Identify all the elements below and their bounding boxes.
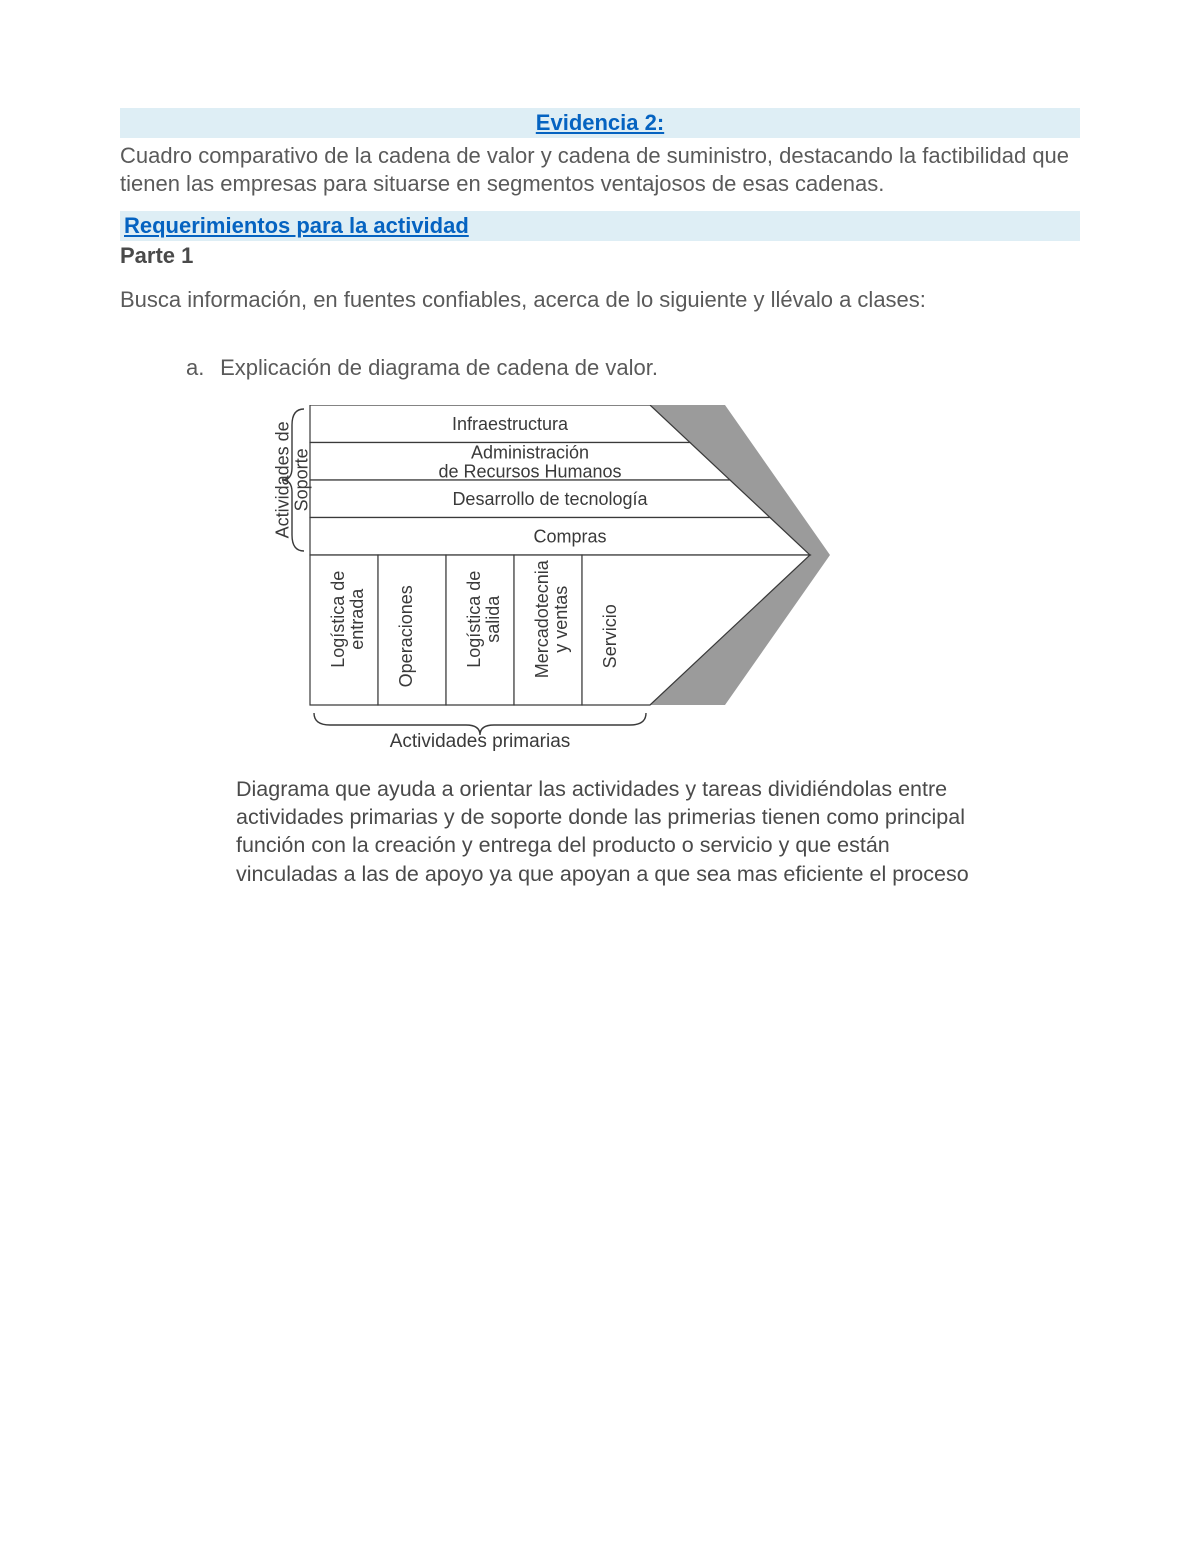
- value-chain-svg: InfraestructuraAdministraciónde Recursos…: [270, 405, 830, 745]
- svg-text:Desarrollo de tecnología: Desarrollo de tecnología: [452, 489, 648, 509]
- title-band: Evidencia 2:: [120, 108, 1080, 138]
- requirements-label: Requerimientos para la actividad: [124, 213, 469, 238]
- list-item-a: a. Explicación de diagrama de cadena de …: [186, 355, 1080, 381]
- list-item-a-text: Explicación de diagrama de cadena de val…: [220, 355, 658, 380]
- support-activities-label-text: Actividades deSoporte: [274, 421, 312, 538]
- intro-paragraph: Cuadro comparativo de la cadena de valor…: [120, 142, 1080, 197]
- diagram-explanation: Diagrama que ayuda a orientar las activi…: [236, 775, 986, 889]
- list-marker: a.: [186, 355, 214, 381]
- svg-text:Servicio: Servicio: [600, 604, 620, 668]
- page: Evidencia 2: Cuadro comparativo de la ca…: [0, 0, 1200, 1553]
- svg-text:Compras: Compras: [533, 526, 606, 546]
- page-title: Evidencia 2:: [536, 110, 664, 135]
- svg-text:Infraestructura: Infraestructura: [452, 414, 569, 434]
- part-heading: Parte 1: [120, 243, 1080, 269]
- support-activities-label: Actividades deSoporte: [234, 405, 351, 555]
- requirements-band: Requerimientos para la actividad: [120, 211, 1080, 241]
- value-chain-diagram: Actividades deSoporte InfraestructuraAdm…: [270, 405, 830, 745]
- svg-text:Operaciones: Operaciones: [396, 585, 416, 687]
- prompt-paragraph: Busca información, en fuentes confiables…: [120, 285, 1080, 315]
- primary-activities-label: Actividades primarias: [310, 731, 650, 753]
